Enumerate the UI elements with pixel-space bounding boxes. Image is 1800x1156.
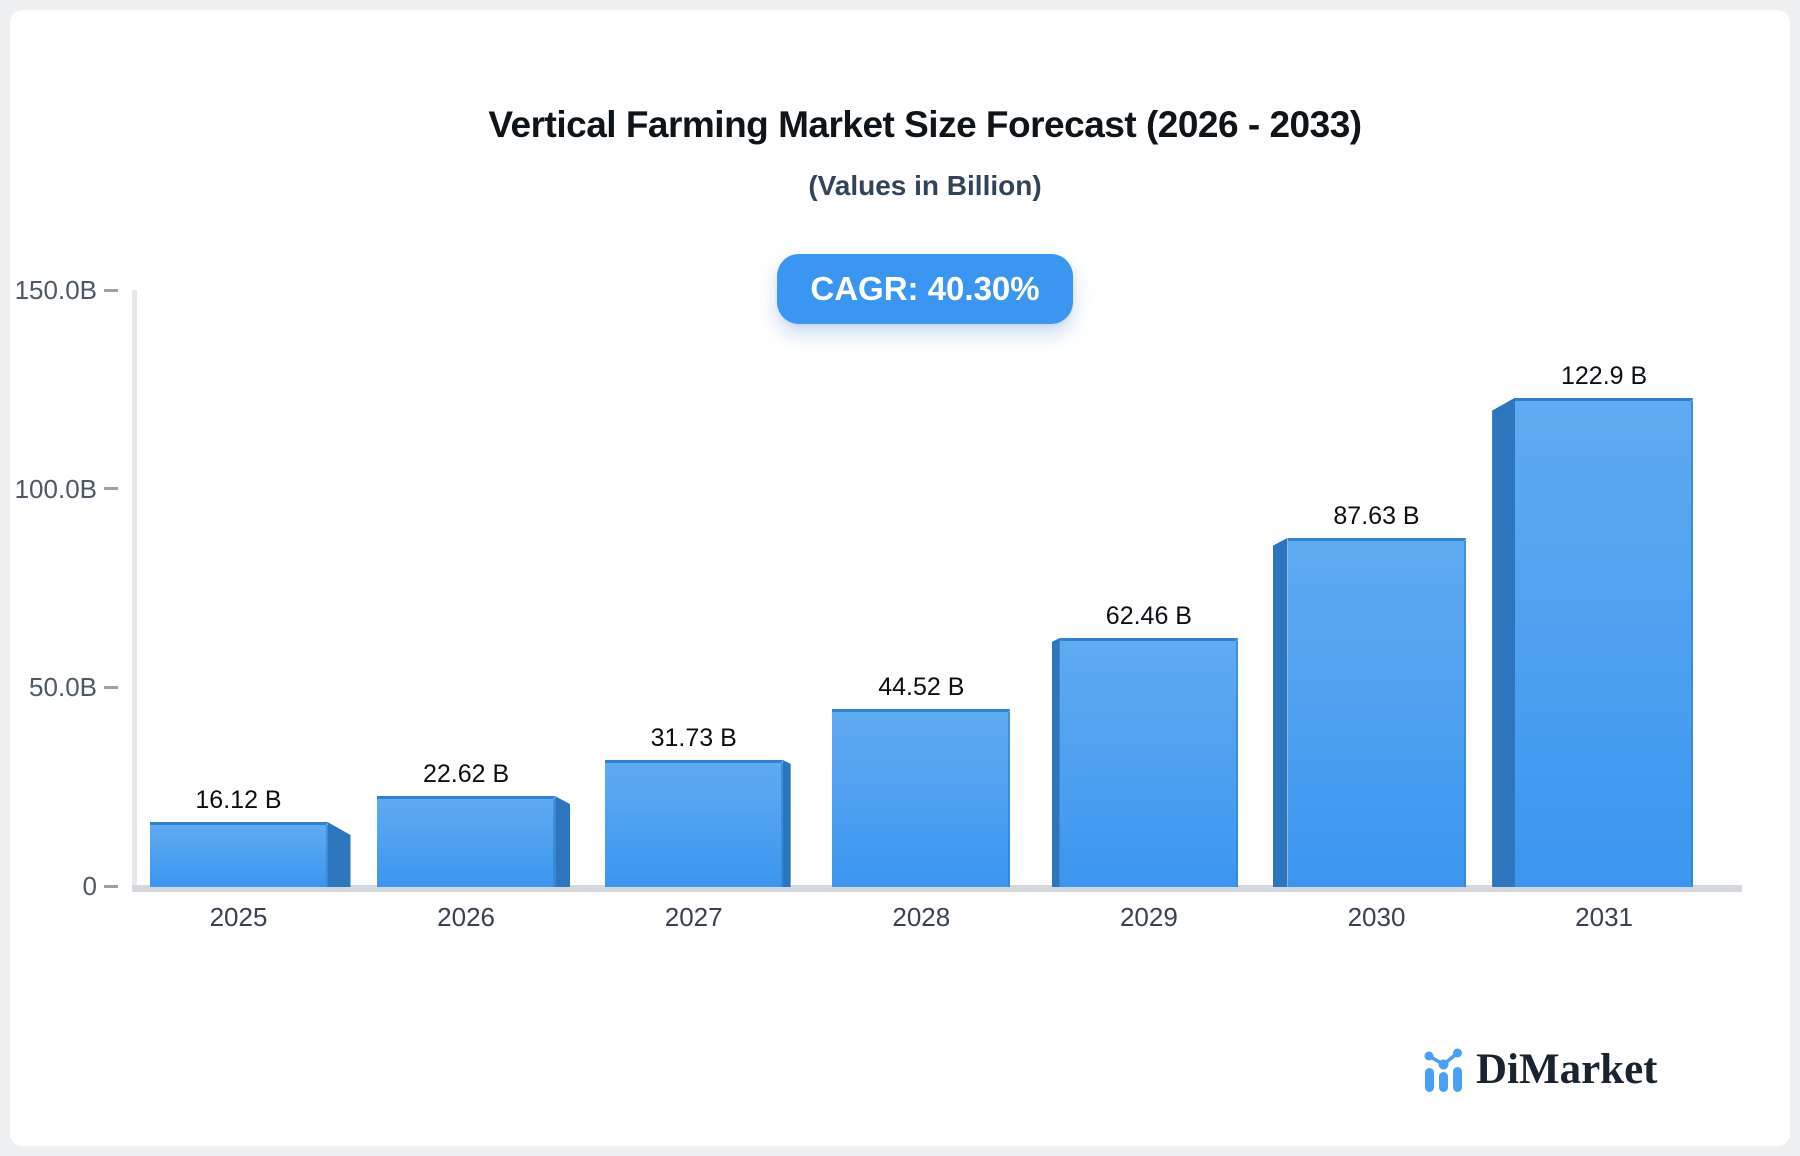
bar-2030 bbox=[1287, 537, 1466, 887]
y-tick-label: 50.0B bbox=[29, 672, 97, 703]
bar-2026 bbox=[377, 796, 556, 887]
x-axis-label: 2030 bbox=[1347, 902, 1406, 932]
bar-value-label: 44.52 B bbox=[878, 673, 965, 702]
x-axis-label: 2029 bbox=[1119, 902, 1178, 932]
y-tick-label: 100.0B bbox=[14, 473, 97, 504]
bar-value-label: 22.62 B bbox=[423, 760, 510, 789]
bar-value-label: 31.73 B bbox=[650, 723, 737, 752]
cagr-badge: CAGR: 40.30% bbox=[777, 254, 1073, 324]
bar-2031 bbox=[1515, 397, 1694, 887]
x-axis-label: 2026 bbox=[437, 902, 496, 932]
x-axis-baseline bbox=[132, 885, 1742, 892]
y-axis-line bbox=[132, 290, 137, 886]
bar-3d-side-2025 bbox=[327, 821, 351, 887]
y-tick-mark bbox=[104, 884, 118, 888]
bar-3d-side-2030 bbox=[1272, 537, 1288, 887]
x-axis-label: 2028 bbox=[892, 902, 951, 932]
mini-bar-line-chart-icon bbox=[1424, 1048, 1462, 1092]
bar-2029 bbox=[1059, 637, 1238, 887]
bar-value-label: 16.12 B bbox=[195, 785, 282, 814]
y-tick-label: 150.0B bbox=[14, 275, 97, 305]
bar-value-label: 62.46 B bbox=[1105, 601, 1192, 630]
bar-2028 bbox=[832, 709, 1011, 887]
y-tick-mark bbox=[104, 487, 118, 491]
brand-logo: DiMarket bbox=[1420, 1042, 1658, 1093]
bar-2025 bbox=[149, 821, 328, 887]
chart-title: Vertical Farming Market Size Forecast (2… bbox=[488, 104, 1362, 145]
x-axis-label: 2025 bbox=[209, 902, 268, 932]
chart-subtitle: (Values in Billion) bbox=[808, 170, 1042, 201]
bar-3d-side-2029 bbox=[1051, 637, 1060, 887]
bar-3d-side-2031 bbox=[1492, 397, 1516, 887]
x-axis-label: 2027 bbox=[664, 902, 723, 932]
y-tick-mark bbox=[104, 288, 118, 292]
bar-3d-side-2027 bbox=[782, 759, 791, 887]
bar-value-label: 122.9 B bbox=[1561, 361, 1648, 390]
bar-3d-side-2026 bbox=[555, 796, 571, 887]
y-tick-mark bbox=[104, 685, 118, 689]
y-tick-label: 0 bbox=[82, 871, 97, 901]
x-axis-label: 2031 bbox=[1575, 902, 1634, 932]
bar-2027 bbox=[604, 759, 783, 887]
brand-logo-text: DiMarket bbox=[1476, 1046, 1658, 1093]
bar-value-label: 87.63 B bbox=[1333, 501, 1420, 530]
